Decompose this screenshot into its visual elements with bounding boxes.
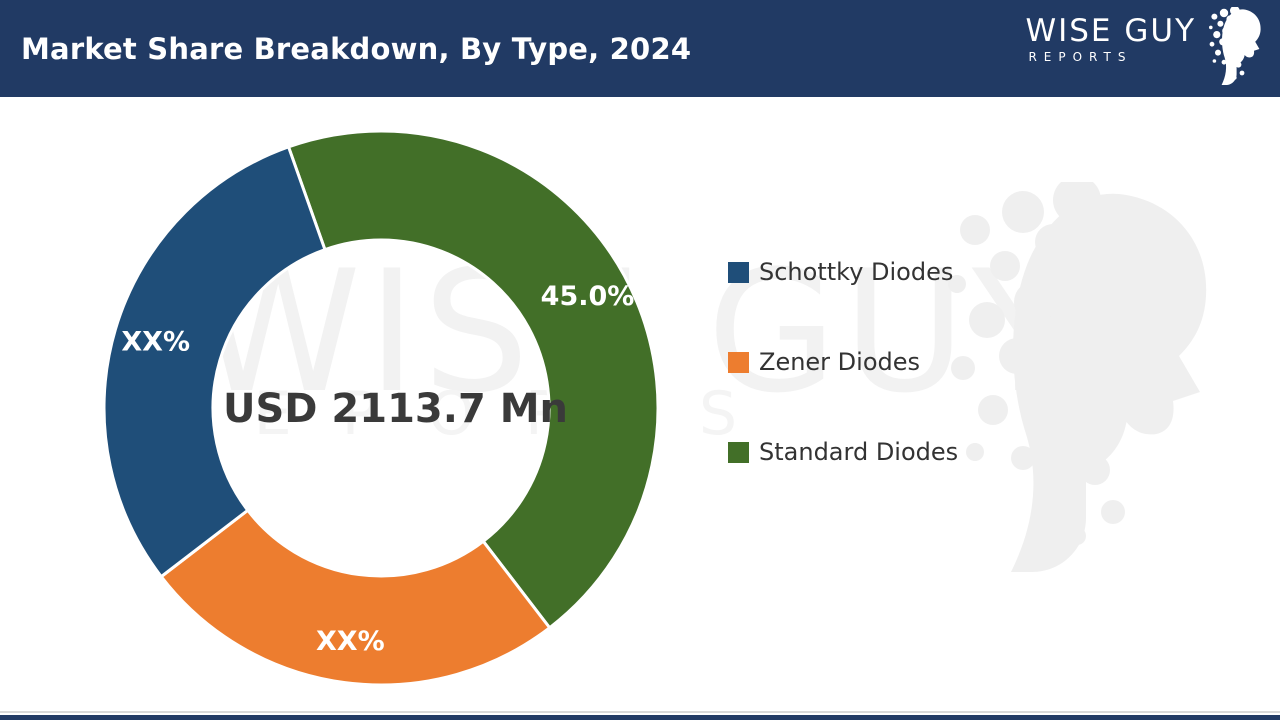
donut-center-value: USD 2113.7 Mn <box>223 386 568 432</box>
legend-swatch-standard <box>728 441 749 463</box>
legend-item-standard-diodes: Standard Diodes <box>728 438 958 466</box>
donut-slice-standard-diodes <box>287 129 660 630</box>
legend-swatch-zener <box>728 351 749 373</box>
brand-face-icon <box>1209 7 1261 85</box>
chart-legend: Schottky Diodes Zener Diodes Standard Di… <box>728 258 958 466</box>
legend-swatch-schottky <box>728 261 749 283</box>
brand-logo-subtitle: REPORTS <box>1028 50 1133 65</box>
legend-label: Standard Diodes <box>759 438 959 466</box>
slice-label-standard-diodes: 45.0% <box>541 281 635 312</box>
slice-label-schottky-diodes: XX% <box>121 326 190 357</box>
legend-item-schottky-diodes: Schottky Diodes <box>728 258 958 286</box>
legend-label: Zener Diodes <box>759 348 921 376</box>
slice-label-zener-diodes: XX% <box>316 626 385 657</box>
brand-logo-name: WISE GUY <box>1025 13 1196 49</box>
page-title: Market Share Breakdown, By Type, 2024 <box>21 31 692 66</box>
legend-label: Schottky Diodes <box>759 258 954 286</box>
bottom-divider-line <box>0 711 1280 713</box>
header-bar: Market Share Breakdown, By Type, 2024 WI… <box>0 0 1280 97</box>
legend-item-zener-diodes: Zener Diodes <box>728 348 958 376</box>
brand-logo: WISE GUY REPORTS <box>1025 14 1196 64</box>
bottom-accent-bar <box>0 715 1280 720</box>
donut-slice-zener-diodes <box>159 508 552 687</box>
donut-slice-schottky-diodes <box>102 145 327 579</box>
